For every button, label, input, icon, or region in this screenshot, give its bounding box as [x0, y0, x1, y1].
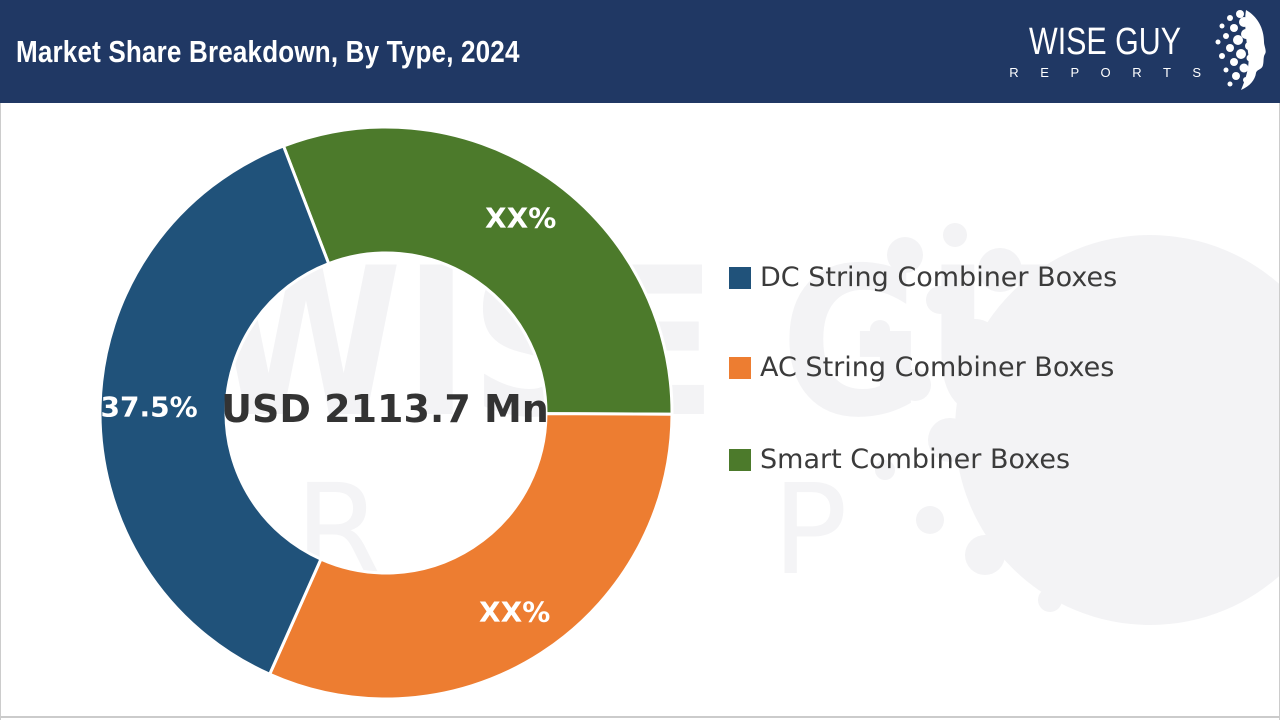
donut-segment[interactable] [281, 125, 674, 416]
page-title: Market Share Breakdown, By Type, 2024 [16, 33, 520, 69]
legend-label: DC String Combiner Boxes [760, 262, 1118, 293]
chart-center-value: USD 2113.7 Mn [221, 387, 549, 431]
segment-label: XX% [485, 201, 557, 235]
bottom-divider [0, 716, 1280, 718]
legend-swatch [729, 356, 751, 379]
legend-item[interactable]: Smart Combiner Boxes [729, 444, 1070, 475]
legend-swatch [729, 266, 751, 289]
header-bar: Market Share Breakdown, By Type, 2024 WI… [0, 0, 1280, 103]
donut-segment[interactable] [267, 412, 674, 701]
legend-swatch [729, 448, 751, 471]
brand-logo: WISE GUY R E P O R T S [1000, 8, 1266, 92]
legend-label: AC String Combiner Boxes [760, 352, 1115, 383]
segment-label: 37.5% [100, 390, 198, 424]
brand-face-icon [1215, 10, 1266, 90]
segment-label: XX% [479, 595, 551, 629]
legend-item[interactable]: DC String Combiner Boxes [729, 262, 1117, 293]
brand-logo-subtitle: R E P O R T S [1009, 64, 1210, 80]
legend-item[interactable]: AC String Combiner Boxes [729, 352, 1114, 383]
donut-segment[interactable] [98, 144, 331, 677]
brand-logo-wordmark: WISE GUY [1029, 20, 1182, 63]
legend-label: Smart Combiner Boxes [760, 444, 1071, 475]
